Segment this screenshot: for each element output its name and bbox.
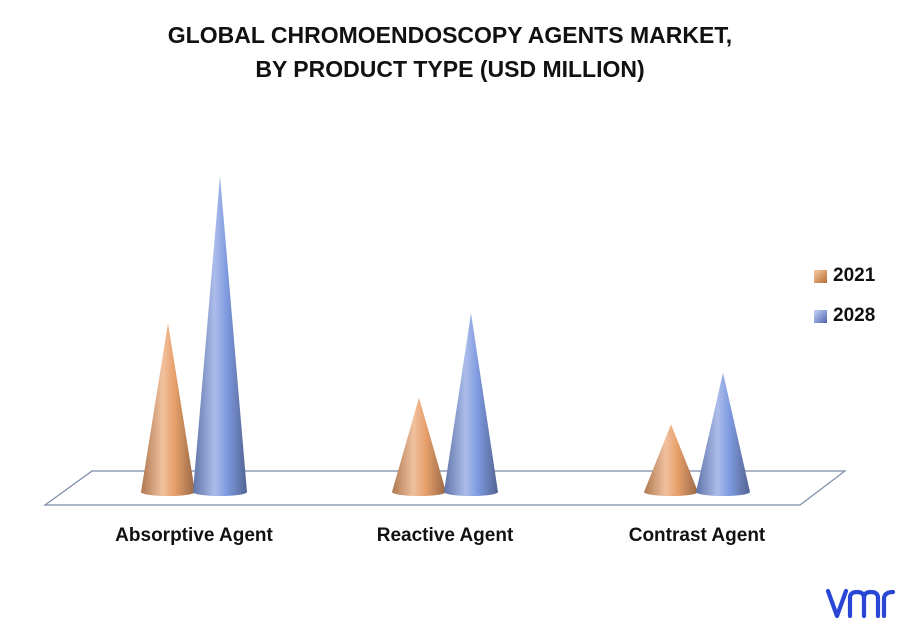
legend-label-2021: 2021	[833, 265, 876, 286]
legend-swatch-2021	[814, 269, 827, 283]
cones-layer	[141, 175, 750, 497]
chart-title-line-1: GLOBAL CHROMOENDOSCOPY AGENTS MARKET,	[167, 22, 733, 48]
legend: 2021 2028	[814, 256, 875, 336]
cone-body	[444, 313, 498, 496]
cone-body	[696, 372, 750, 496]
cone-body	[193, 175, 247, 497]
legend-item-2021: 2021	[814, 256, 875, 296]
legend-label-2028: 2028	[833, 305, 876, 326]
chart-title-line-2: BY PRODUCT TYPE (USD MILLION)	[255, 56, 645, 82]
legend-item-2028: 2028	[814, 296, 875, 336]
cone-2021-absorptive-agent	[141, 323, 195, 496]
category-label: Contrast Agent	[629, 525, 766, 546]
category-label: Reactive Agent	[377, 525, 514, 546]
vmr-logo-mark	[826, 588, 896, 619]
cone-2028-reactive-agent	[444, 313, 498, 496]
category-label: Absorptive Agent	[115, 525, 273, 546]
legend-swatch-2028	[814, 309, 827, 323]
cone-2028-contrast-agent	[696, 372, 750, 496]
cone-body	[392, 397, 446, 496]
cone-body	[644, 424, 698, 496]
category-labels: Absorptive Agent Reactive Agent Contrast A…	[115, 525, 766, 546]
cone-body	[141, 323, 195, 496]
cone-2028-absorptive-agent	[193, 175, 247, 497]
chart-title: GLOBAL CHROMOENDOSCOPY AGENTS MARKET, BY…	[0, 18, 900, 86]
cone-2021-reactive-agent	[392, 397, 446, 496]
cone-2021-contrast-agent	[644, 424, 698, 496]
vmr-logo	[826, 588, 896, 619]
